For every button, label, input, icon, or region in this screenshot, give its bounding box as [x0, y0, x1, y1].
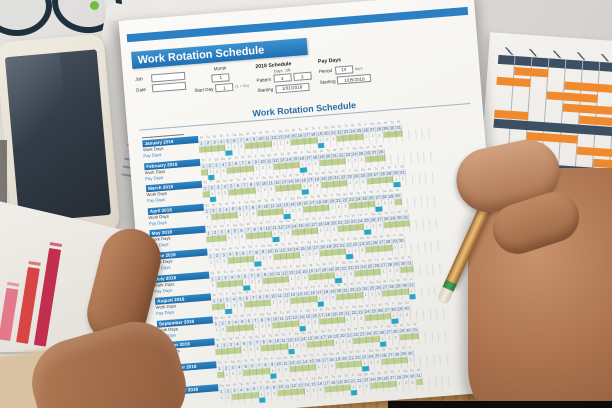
start-day-label: Start Day	[194, 86, 214, 93]
chart-bar	[0, 287, 19, 342]
pattern-label: Pattern	[256, 76, 272, 83]
pattern-off-field: 3	[292, 71, 312, 82]
start-day-field: 1	[215, 82, 234, 93]
pay-days-group: Pay Days Period 14 days Starting 1/05/20…	[318, 54, 373, 102]
screen-glare	[4, 52, 68, 149]
month-startday-group: Month 1 Start Day 1 (1 = Su)	[193, 64, 251, 112]
date-label: Date	[135, 86, 146, 93]
job-label: Job	[135, 76, 143, 82]
days-colhead: Days	[273, 68, 283, 74]
schedule-months: January 2018 Work Days Pay Days M Tu W Th F Sa Su…	[142, 113, 505, 408]
dark-desk-edge	[388, 401, 612, 408]
pay-cell	[442, 382, 450, 388]
eyeglasses-highlight-dot	[90, 1, 99, 10]
period-label: Period	[318, 67, 333, 75]
starting-label: Starting	[257, 86, 274, 94]
starting-field: 1/01/2018	[274, 82, 310, 94]
month-field: 1	[211, 72, 231, 83]
schedule-group: 2018 Schedule Days Off Pattern 4 3 Start…	[255, 59, 313, 107]
date-field	[151, 81, 187, 93]
pay-starting-field: 1/05/2018	[337, 73, 372, 85]
start-day-note: (1 = Su)	[235, 83, 250, 89]
job-date-group: Job Date	[135, 69, 188, 117]
work-rotation-schedule-document: Work Rotation Schedule Job Date Month 1	[118, 0, 506, 408]
period-unit: days	[354, 65, 363, 71]
pattern-on-field: 4	[272, 73, 292, 83]
smartphone-screen	[4, 49, 111, 223]
period-field: 14	[334, 64, 354, 75]
pay-starting-label: Starting	[319, 78, 336, 85]
job-field	[150, 71, 186, 82]
off-colhead: Off	[285, 68, 291, 73]
mini-chart-bars	[0, 223, 96, 352]
